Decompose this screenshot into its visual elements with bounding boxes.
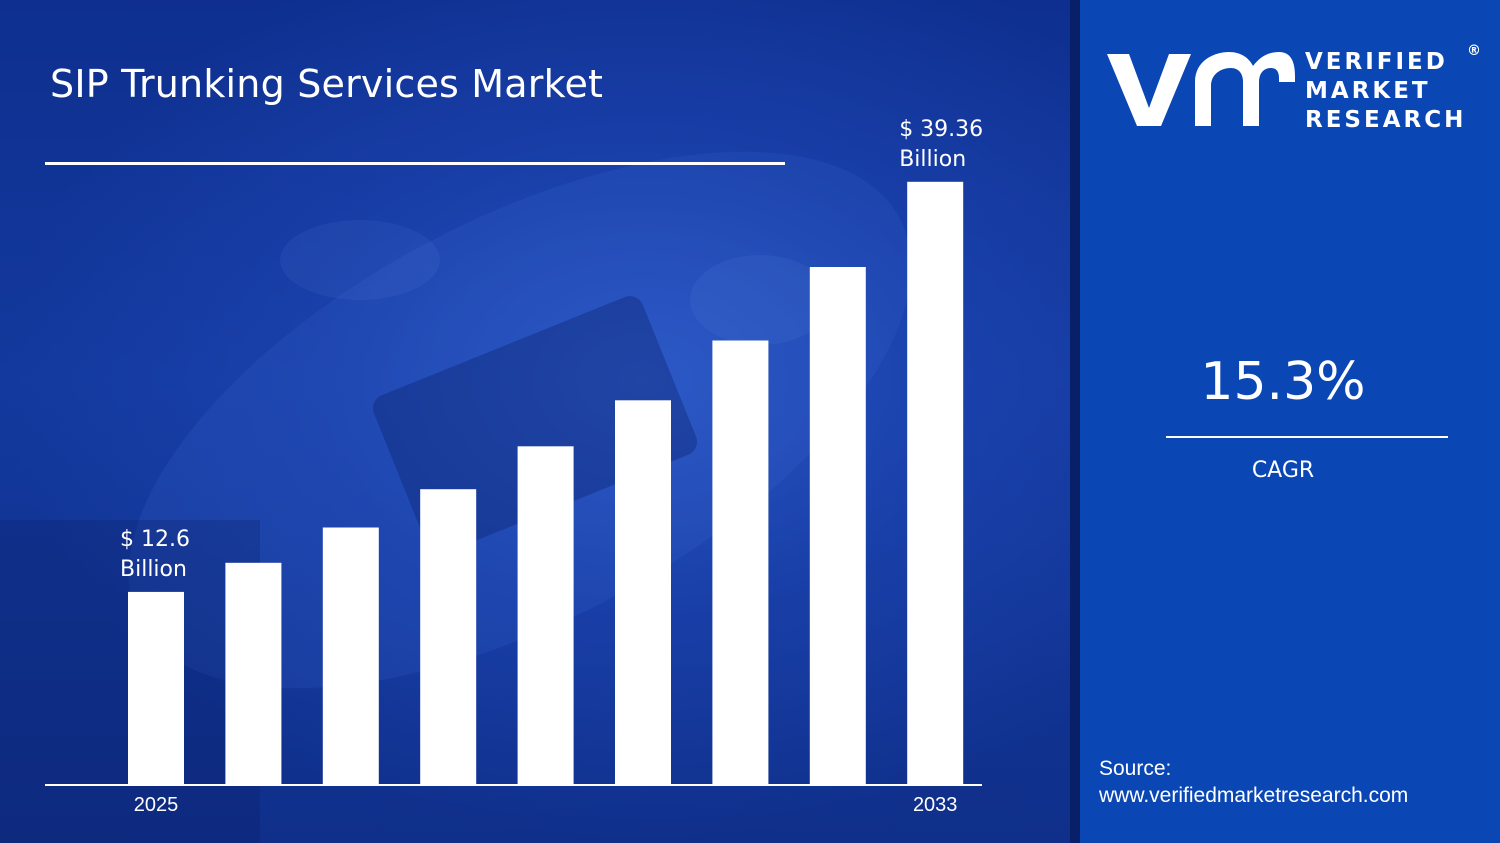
- cagr-label: CAGR: [1251, 458, 1315, 483]
- bar-2029: [517, 446, 574, 785]
- bar-chart: 2025 2033 $ 12.6 Billion $ 39.36 Billion: [45, 117, 983, 816]
- data-label-value: $ 39.36: [899, 117, 983, 142]
- logo-word-market: MARKET: [1305, 78, 1431, 104]
- bar-2026: [225, 562, 282, 785]
- cagr-divider: [1166, 436, 1448, 438]
- verified-market-research-logo: VERIFIED MARKET RESEARCH ®: [1103, 43, 1483, 136]
- bar-2030: [615, 400, 671, 785]
- panel-divider: [1070, 0, 1080, 843]
- bar-2032: [809, 267, 866, 785]
- logo-word-verified: VERIFIED: [1305, 49, 1448, 75]
- bar-2033: [907, 181, 964, 786]
- info-panel: [1080, 0, 1500, 843]
- source-url: www.verifiedmarketresearch.com: [1099, 784, 1409, 807]
- data-label-value: $ 12.6: [120, 527, 190, 552]
- data-label-unit: Billion: [899, 147, 966, 172]
- vmr-logo-icon: [1107, 52, 1295, 126]
- data-label-unit: Billion: [120, 557, 187, 582]
- bar-2025: [128, 591, 184, 785]
- bar-2027: [322, 527, 379, 785]
- chart-title: SIP Trunking Services Market: [50, 62, 604, 106]
- bar-2028: [420, 489, 477, 785]
- bars: [128, 181, 964, 786]
- data-labels: $ 12.6 Billion $ 39.36 Billion: [120, 117, 983, 582]
- x-tick-label: 2033: [913, 794, 958, 816]
- registered-mark: ®: [1467, 43, 1481, 59]
- title-underline: [45, 162, 785, 165]
- cagr-value: 15.3%: [1200, 352, 1366, 412]
- source-label: Source:: [1099, 757, 1172, 780]
- bar-2031: [712, 340, 769, 785]
- x-tick-labels: 2025 2033: [134, 794, 958, 816]
- logo-word-research: RESEARCH: [1305, 107, 1467, 133]
- x-tick-label: 2025: [134, 794, 179, 816]
